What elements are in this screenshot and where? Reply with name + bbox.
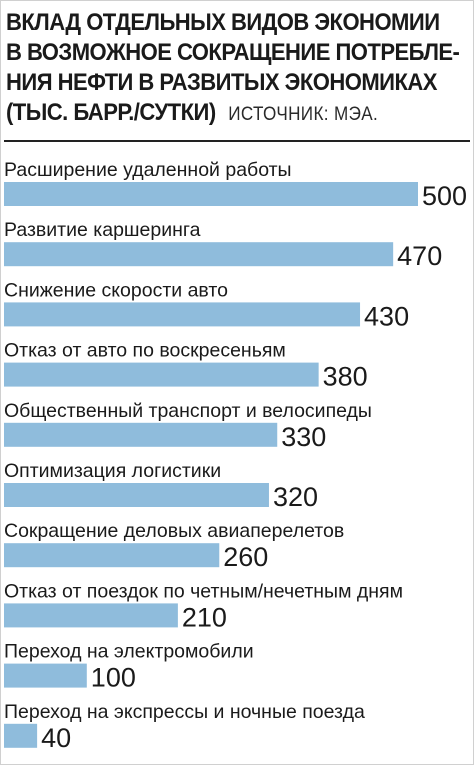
value-label: 500 [422, 181, 467, 211]
bar [4, 422, 278, 447]
category-label: Оптимизация логистики [4, 460, 221, 482]
value-label: 470 [397, 241, 442, 271]
bar [4, 302, 361, 327]
bar [4, 362, 319, 387]
value-label: 330 [281, 422, 326, 452]
bar [4, 483, 269, 507]
title-line-3: НИЯ НЕФТИ В РАЗВИТЫХ ЭКОНОМИКАХ [6, 69, 437, 96]
category-label: Расширение удаленной работы [4, 159, 292, 181]
category-label: Переход на электромобили [4, 641, 254, 663]
category-label: Развитие каршеринга [4, 219, 201, 241]
bar [4, 603, 178, 628]
value-label: 380 [323, 362, 368, 392]
value-label: 210 [182, 602, 227, 632]
chart-title: ВКЛАД ОТДЕЛЬНЫХ ВИДОВ ЭКОНОМИИ В ВОЗМОЖН… [6, 8, 460, 130]
category-label: Сокращение деловых авиаперелетов [4, 520, 344, 542]
category-label: Отказ от поездок по четным/нечетным дням [4, 580, 403, 602]
bar [4, 182, 418, 206]
title-line-2: В ВОЗМОЖНОЕ СОКРАЩЕНИЕ ПОТРЕБЛЕ- [6, 39, 460, 66]
category-label: Переход на экспрессы и ночные поезда [4, 701, 365, 723]
category-label: Снижение скорости авто [4, 279, 228, 301]
value-label: 40 [41, 723, 71, 753]
category-label: Общественный транспорт и велосипеды [4, 400, 372, 422]
title-line-4-text: (ТЫС. БАРР./СУТКИ) [6, 99, 216, 126]
value-label: 100 [91, 663, 136, 693]
value-label: 260 [223, 542, 268, 572]
title-line-4: (ТЫС. БАРР./СУТКИ) ИСТОЧНИК: МЭА. [6, 98, 422, 130]
bar [4, 723, 38, 748]
bar [4, 663, 87, 688]
title-divider [4, 140, 470, 142]
value-label: 320 [273, 482, 318, 512]
title-line-1: ВКЛАД ОТДЕЛЬНЫХ ВИДОВ ЭКОНОМИИ [6, 9, 440, 36]
source-note: ИСТОЧНИК: МЭА. [228, 104, 379, 125]
bar [4, 242, 394, 267]
value-label: 430 [364, 301, 409, 331]
category-label: Отказ от авто по воскресеньям [4, 340, 286, 362]
bar [4, 543, 220, 568]
